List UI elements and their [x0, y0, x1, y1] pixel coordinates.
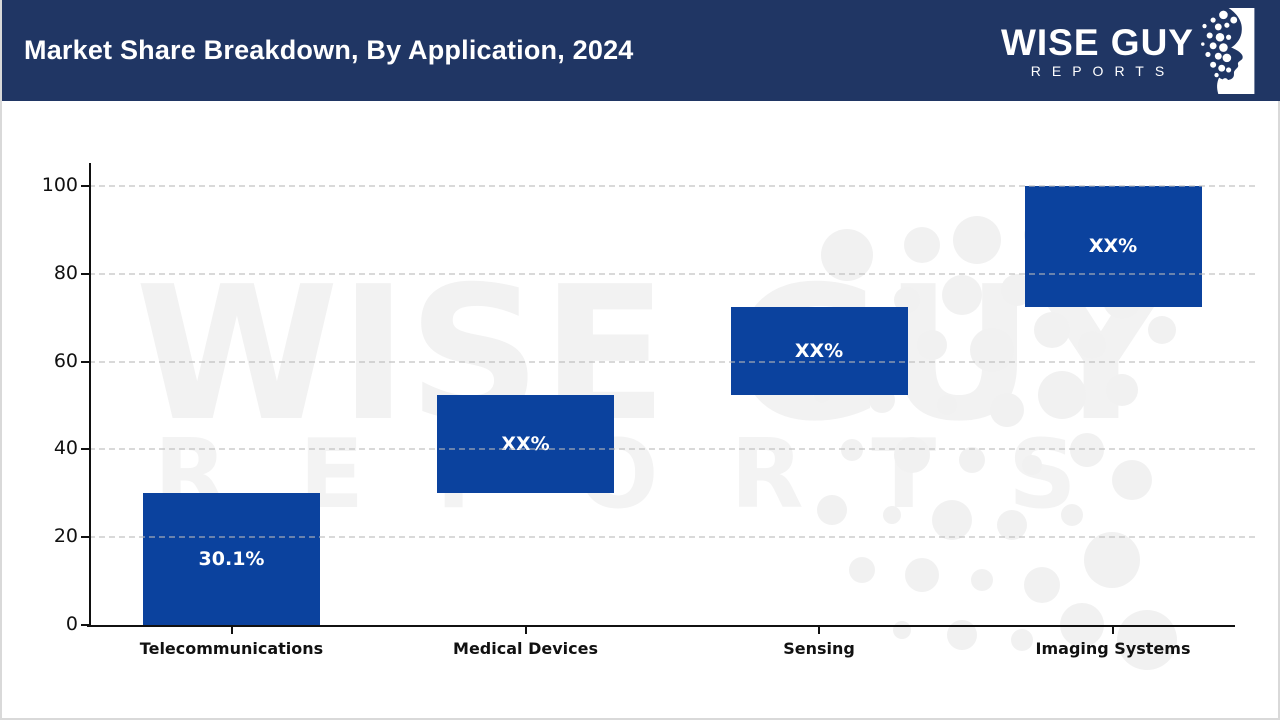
- bar-medical-devices: XX%: [437, 394, 614, 493]
- wise-guy-reports-logo: WISE GUY REPORTS: [1001, 7, 1256, 94]
- gridline-20: [89, 536, 1255, 539]
- x-category-label-telecommunications: Telecommunications: [139, 639, 324, 658]
- x-tick-mark-imaging-systems: [1112, 627, 1114, 634]
- x-category-label-imaging-systems: Imaging Systems: [1035, 639, 1191, 658]
- bar-sensing: XX%: [730, 306, 908, 395]
- logo-face-profile-icon: [1201, 7, 1255, 94]
- gridline-100: [89, 185, 1255, 187]
- y-tick-label-60: 60: [53, 349, 78, 372]
- gridline-60: [89, 360, 1255, 363]
- y-tick-mark-20: [81, 536, 89, 539]
- y-tick-label-100: 100: [41, 174, 78, 196]
- bar-telecommunications: 30.1%: [143, 492, 320, 625]
- x-tick-mark-telecommunications: [230, 627, 233, 634]
- x-axis-line: [87, 625, 1235, 627]
- bar-value-label-medical-devices: XX%: [501, 432, 550, 455]
- x-category-label-medical-devices: Medical Devices: [453, 639, 598, 658]
- chart-area: 0 20 40 60 80 100 30.1% Telecommunications XX% Me…: [2, 101, 1280, 720]
- y-tick-mark-60: [81, 360, 89, 363]
- y-tick-label-80: 80: [53, 261, 78, 284]
- y-tick-mark-100: [81, 185, 89, 187]
- logo-wordmark: WISE GUY: [1000, 21, 1194, 63]
- bar-imaging-systems: XX%: [1024, 186, 1202, 307]
- x-category-label-sensing: Sensing: [783, 639, 855, 658]
- y-tick-label-0: 0: [65, 613, 78, 635]
- bar-value-label-imaging-systems: XX%: [1088, 235, 1138, 258]
- bar-value-label-telecommunications: 30.1%: [198, 547, 265, 570]
- y-tick-mark-40: [81, 448, 89, 451]
- gridline-80: [89, 272, 1255, 275]
- y-tick-mark-0: [81, 624, 89, 626]
- gridline-40: [89, 448, 1255, 451]
- logo-text: WISE GUY REPORTS: [1001, 24, 1194, 78]
- logo-subtitle: REPORTS: [1030, 62, 1176, 79]
- x-tick-mark-sensing: [818, 627, 820, 634]
- y-tick-label-40: 40: [53, 437, 78, 460]
- header-bar: Market Share Breakdown, By Application, …: [2, 0, 1280, 101]
- page-title: Market Share Breakdown, By Application, …: [24, 35, 634, 65]
- y-axis-line: [89, 163, 91, 627]
- y-tick-mark-80: [81, 272, 89, 275]
- y-tick-label-20: 20: [53, 525, 78, 548]
- x-tick-mark-medical-devices: [524, 627, 527, 634]
- bar-value-label-sensing: XX%: [794, 339, 844, 362]
